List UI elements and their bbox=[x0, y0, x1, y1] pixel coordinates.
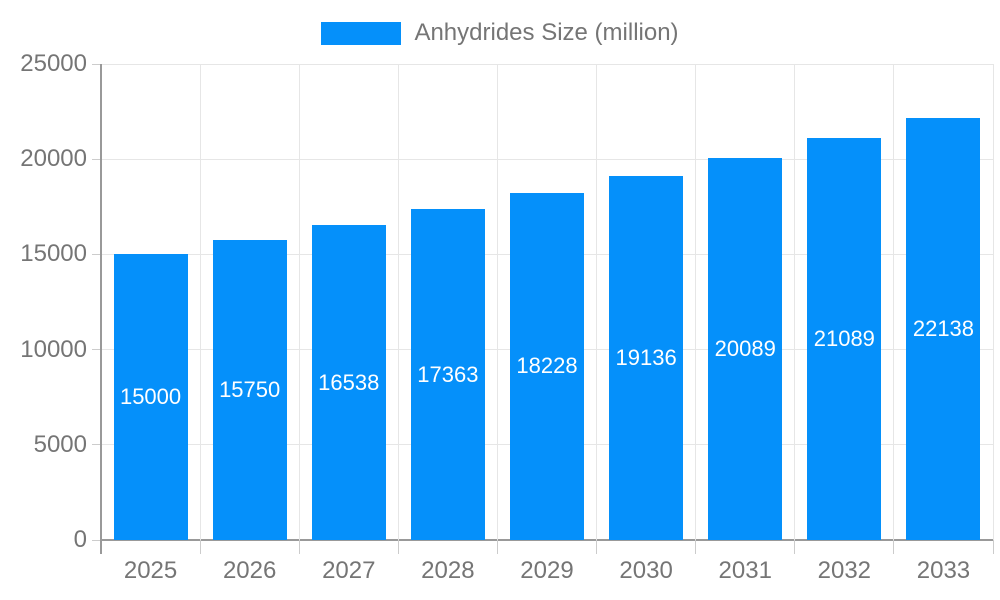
bar[interactable] bbox=[708, 157, 783, 540]
bar[interactable] bbox=[212, 240, 287, 540]
bar[interactable] bbox=[311, 225, 386, 540]
y-tick bbox=[92, 158, 101, 160]
x-axis-label: 2025 bbox=[123, 557, 178, 584]
y-axis-label: 10000 bbox=[20, 335, 87, 363]
gridline-vertical bbox=[199, 64, 201, 540]
bar-value-label: 22138 bbox=[912, 316, 975, 342]
gridline-vertical bbox=[695, 64, 697, 540]
gridline-vertical bbox=[298, 64, 300, 540]
bar[interactable] bbox=[510, 192, 584, 540]
x-axis-label: 2030 bbox=[619, 557, 673, 584]
bar-value-label: 17363 bbox=[417, 361, 479, 387]
x-tick bbox=[695, 540, 697, 554]
gridline-vertical bbox=[992, 64, 994, 540]
bar[interactable] bbox=[113, 254, 188, 540]
y-axis-label: 5000 bbox=[33, 430, 87, 458]
bar-value-label: 20089 bbox=[714, 335, 776, 361]
x-tick bbox=[992, 540, 994, 554]
y-tick bbox=[92, 253, 101, 255]
y-axis-label: 15000 bbox=[20, 240, 87, 268]
y-axis-label: 20000 bbox=[20, 145, 87, 173]
x-tick bbox=[199, 540, 201, 554]
x-axis-label: 2026 bbox=[222, 557, 277, 584]
y-tick bbox=[92, 349, 101, 351]
legend-label[interactable]: Anhydrides Size (million) bbox=[414, 19, 679, 46]
x-axis-label: 2027 bbox=[322, 557, 376, 584]
x-tick bbox=[100, 540, 102, 554]
gridline-vertical bbox=[397, 64, 399, 540]
x-axis-label: 2032 bbox=[817, 557, 872, 584]
x-tick bbox=[298, 540, 300, 554]
x-tick bbox=[397, 540, 399, 554]
legend: Anhydrides Size (million) bbox=[0, 21, 1000, 45]
bar-value-label: 15750 bbox=[219, 377, 281, 403]
gridline-horizontal bbox=[101, 158, 993, 160]
x-axis-label: 2031 bbox=[718, 557, 772, 584]
bar[interactable] bbox=[807, 138, 882, 540]
y-tick bbox=[92, 444, 101, 446]
bar-value-label: 19136 bbox=[615, 344, 677, 370]
bar[interactable] bbox=[906, 118, 981, 540]
x-axis-label: 2028 bbox=[421, 557, 475, 584]
y-tick bbox=[92, 539, 101, 541]
y-axis-line bbox=[100, 64, 102, 540]
bar-value-label: 18228 bbox=[516, 353, 578, 379]
gridline-horizontal bbox=[101, 63, 993, 65]
x-tick bbox=[893, 540, 895, 554]
y-axis-label: 0 bbox=[73, 526, 87, 553]
x-axis-line bbox=[101, 539, 993, 541]
gridline-vertical bbox=[794, 64, 796, 540]
y-tick bbox=[92, 63, 101, 65]
x-tick bbox=[596, 540, 598, 554]
x-tick bbox=[794, 540, 796, 554]
x-axis-label: 2033 bbox=[916, 557, 971, 584]
y-axis-label: 25000 bbox=[20, 50, 87, 77]
gridline-vertical bbox=[596, 64, 598, 540]
bar-value-label: 15000 bbox=[119, 384, 182, 410]
legend-swatch[interactable] bbox=[321, 21, 402, 45]
bar[interactable] bbox=[609, 175, 684, 540]
gridline-vertical bbox=[893, 64, 895, 540]
x-tick bbox=[496, 540, 498, 554]
bar-value-label: 16538 bbox=[318, 369, 380, 395]
gridline-vertical bbox=[496, 64, 498, 540]
x-axis-label: 2029 bbox=[520, 557, 574, 584]
bar-value-label: 21089 bbox=[813, 326, 875, 352]
bar[interactable] bbox=[410, 209, 485, 540]
